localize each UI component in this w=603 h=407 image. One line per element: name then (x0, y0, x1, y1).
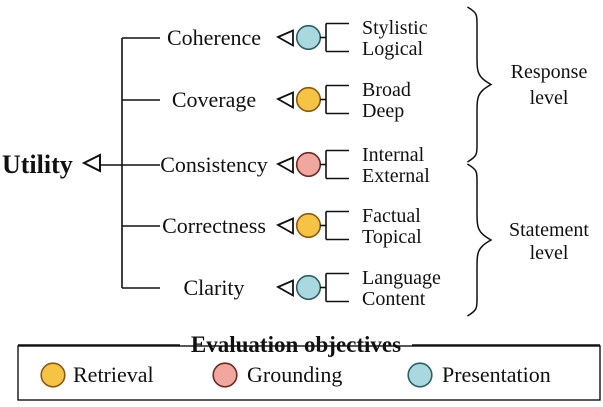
svg-text:Topical: Topical (362, 226, 422, 248)
svg-text:Presentation: Presentation (442, 362, 551, 387)
svg-text:Content: Content (362, 288, 426, 310)
svg-text:Coherence: Coherence (167, 25, 261, 50)
svg-text:Factual: Factual (362, 205, 421, 227)
svg-text:Deep: Deep (362, 100, 404, 122)
svg-text:level: level (530, 87, 569, 109)
svg-text:Internal: Internal (362, 144, 425, 166)
svg-text:Statement: Statement (509, 219, 589, 241)
svg-text:Clarity: Clarity (183, 275, 244, 300)
svg-text:Retrieval: Retrieval (73, 362, 154, 387)
svg-text:Evaluation objectives: Evaluation objectives (191, 332, 401, 357)
svg-text:Broad: Broad (362, 79, 411, 101)
svg-text:Utility: Utility (2, 150, 73, 179)
svg-text:Language: Language (362, 267, 441, 289)
svg-text:Response: Response (511, 61, 588, 83)
svg-text:Coverage: Coverage (172, 87, 256, 112)
svg-text:Stylistic: Stylistic (362, 17, 428, 39)
svg-text:Logical: Logical (362, 38, 424, 60)
svg-text:Correctness: Correctness (162, 213, 266, 238)
svg-text:Consistency: Consistency (160, 152, 268, 177)
svg-text:External: External (362, 165, 430, 187)
svg-text:Grounding: Grounding (247, 362, 342, 387)
svg-text:level: level (530, 242, 569, 264)
